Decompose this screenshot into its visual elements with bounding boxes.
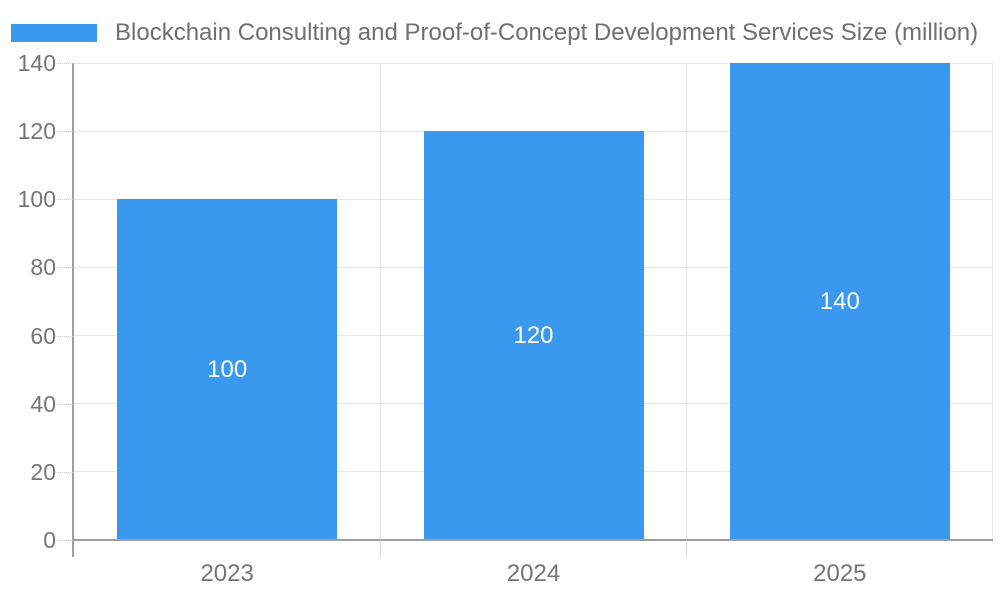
- y-tick-mark: [57, 540, 73, 541]
- bar-value-label: 140: [819, 287, 860, 315]
- y-tick-mark: [57, 403, 73, 405]
- bar-2024[interactable]: [423, 131, 644, 540]
- legend-item[interactable]: Blockchain Consulting and Proof-of-Conce…: [11, 19, 978, 47]
- bar-2023[interactable]: [117, 199, 338, 540]
- bar-value-label: 100: [207, 355, 248, 383]
- y-tick-label: 20: [30, 458, 56, 485]
- y-tick-label: 40: [30, 390, 56, 417]
- category-gridline: [686, 63, 688, 540]
- y-gridline: [74, 62, 993, 64]
- legend-swatch: [11, 24, 97, 42]
- legend-label: Blockchain Consulting and Proof-of-Conce…: [115, 19, 979, 46]
- y-tick-label: 0: [43, 527, 56, 553]
- x-tick-label-2025: 2025: [813, 560, 867, 587]
- y-tick-label: 140: [17, 50, 56, 76]
- plot-right-border: [992, 63, 993, 540]
- bar-2025[interactable]: [729, 63, 950, 540]
- x-tick-label-2024: 2024: [506, 560, 561, 587]
- category-gridline: [379, 63, 381, 540]
- plot-area: 100 120 140: [74, 62, 993, 540]
- bar-value-label: 120: [513, 321, 554, 349]
- x-tick-mark: [379, 540, 381, 557]
- x-axis-line: [73, 539, 993, 541]
- y-tick-mark: [57, 63, 73, 64]
- y-tick-mark: [57, 471, 73, 473]
- x-tick-label-2023: 2023: [200, 560, 254, 587]
- y-gridline: [74, 130, 993, 132]
- y-tick-label: 120: [17, 118, 56, 145]
- y-tick-mark: [57, 131, 73, 133]
- y-tick-label: 80: [30, 254, 56, 281]
- y-tick-mark: [57, 267, 73, 269]
- y-tick-mark: [57, 199, 73, 201]
- y-tick-label: 60: [30, 322, 56, 349]
- y-axis-line: [72, 63, 74, 557]
- y-tick-mark: [57, 335, 73, 337]
- y-tick-label: 100: [17, 186, 56, 213]
- x-tick-mark: [686, 540, 688, 557]
